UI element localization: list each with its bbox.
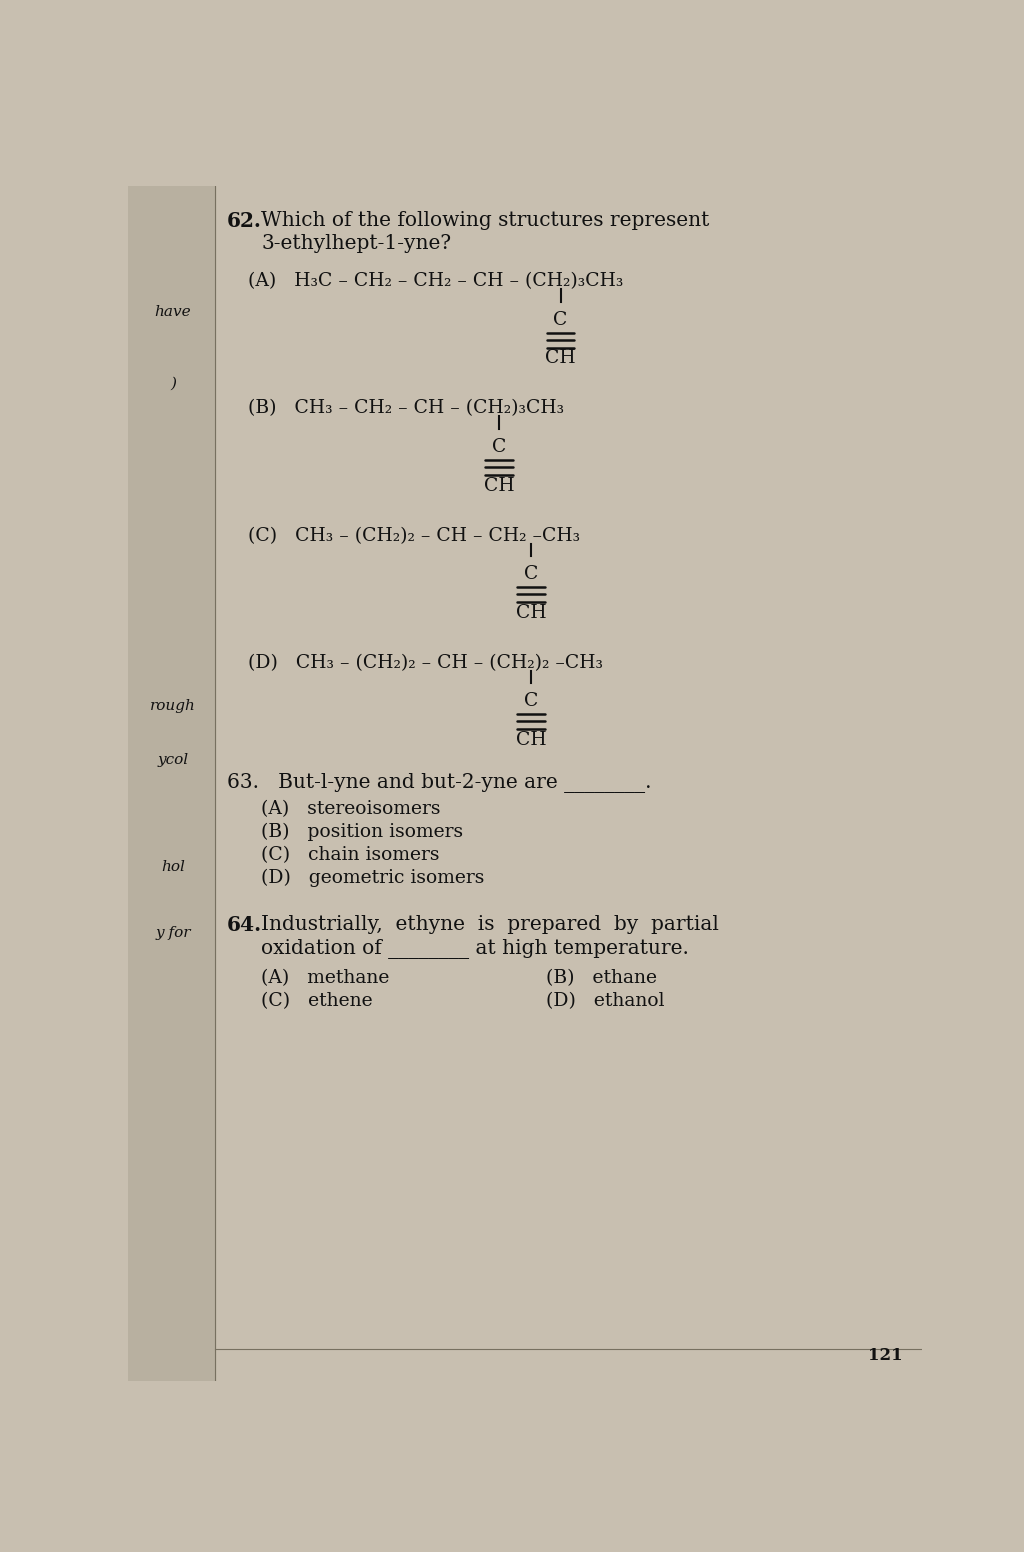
Text: 121: 121 (868, 1347, 903, 1364)
Text: CH: CH (516, 604, 547, 622)
Text: (A)   methane: (A) methane (261, 970, 390, 987)
Text: (D)   ethanol: (D) ethanol (547, 992, 665, 1010)
Text: (A)   H₃C – CH₂ – CH₂ – CH – (CH₂)₃CH₃: (A) H₃C – CH₂ – CH₂ – CH – (CH₂)₃CH₃ (248, 273, 624, 290)
Bar (128, 186, 215, 1381)
Text: (A)   stereoisomers: (A) stereoisomers (261, 799, 440, 818)
Text: Industrially,  ethyne  is  prepared  by  partial: Industrially, ethyne is prepared by part… (261, 916, 719, 934)
Text: (C)   CH₃ – (CH₂)₂ – CH – CH₂ –CH₃: (C) CH₃ – (CH₂)₂ – CH – CH₂ –CH₃ (248, 526, 581, 545)
Text: (D)   CH₃ – (CH₂)₂ – CH – (CH₂)₂ –CH₃: (D) CH₃ – (CH₂)₂ – CH – (CH₂)₂ –CH₃ (248, 653, 603, 672)
Text: (C)   chain isomers: (C) chain isomers (261, 846, 439, 864)
Text: 64.: 64. (227, 916, 262, 936)
Text: CH: CH (516, 731, 547, 748)
Text: 3-ethylhept-1-yne?: 3-ethylhept-1-yne? (261, 234, 452, 253)
Text: (C)   ethene: (C) ethene (261, 992, 373, 1010)
Text: y for: y for (156, 927, 190, 941)
Text: C: C (524, 692, 539, 711)
Text: ): ) (170, 377, 176, 391)
Text: 62.: 62. (227, 211, 262, 231)
Text: CH: CH (545, 349, 575, 368)
Text: CH: CH (484, 476, 515, 495)
Text: C: C (493, 438, 507, 456)
Text: have: have (155, 304, 191, 318)
Text: 63.   But-l-yne and but-2-yne are ________.: 63. But-l-yne and but-2-yne are ________… (227, 773, 651, 793)
Text: rough: rough (150, 698, 196, 712)
Text: ycol: ycol (158, 753, 188, 767)
Text: (D)   geometric isomers: (D) geometric isomers (261, 869, 484, 888)
Text: (B)   position isomers: (B) position isomers (261, 823, 464, 841)
Text: (B)   CH₃ – CH₂ – CH – (CH₂)₃CH₃: (B) CH₃ – CH₂ – CH – (CH₂)₃CH₃ (248, 399, 564, 417)
Text: Which of the following structures represent: Which of the following structures repres… (261, 211, 710, 230)
Text: (B)   ethane: (B) ethane (547, 970, 657, 987)
Text: hol: hol (161, 860, 185, 874)
Text: C: C (553, 310, 567, 329)
Text: oxidation of ________ at high temperature.: oxidation of ________ at high temperatur… (261, 939, 689, 959)
Text: C: C (524, 565, 539, 584)
